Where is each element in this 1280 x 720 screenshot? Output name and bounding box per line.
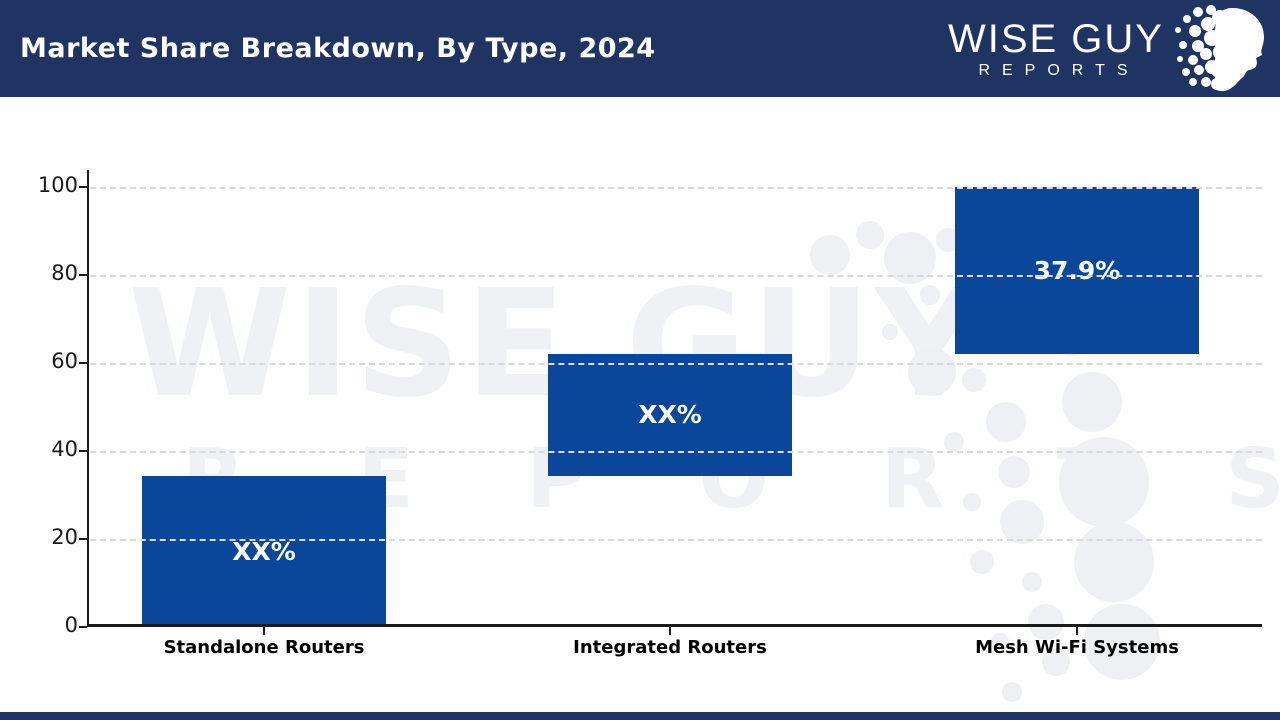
logo-subtitle: REPORTS bbox=[978, 61, 1140, 79]
page-title: Market Share Breakdown, By Type, 2024 bbox=[20, 33, 656, 64]
gridline-80 bbox=[90, 275, 1262, 277]
logo-face-icon bbox=[1175, 4, 1264, 91]
logo-text: WISE GUY REPORTS bbox=[948, 19, 1164, 79]
y-tick-mark-0 bbox=[79, 626, 87, 628]
wise-guy-reports-logo: WISE GUY REPORTS bbox=[948, 4, 1266, 94]
gridline-40 bbox=[90, 451, 1262, 453]
y-tick-label-40: 40 bbox=[51, 437, 78, 461]
bar-mesh-wi-fi-systems: 37.9% bbox=[955, 187, 1199, 354]
bar-standalone-routers: XX% bbox=[142, 476, 386, 627]
bar-value-label: XX% bbox=[232, 537, 296, 567]
chart-area: 0 20 40 60 80 100 XX% XX% 37.9% Standalone Rout… bbox=[0, 97, 1280, 712]
x-tick-mark-2 bbox=[669, 627, 671, 635]
gridline-20 bbox=[90, 539, 1262, 541]
y-tick-mark-20 bbox=[79, 538, 87, 540]
footer-bar bbox=[0, 712, 1280, 720]
y-tick-mark-60 bbox=[79, 362, 87, 364]
y-tick-mark-40 bbox=[79, 450, 87, 452]
y-tick-label-60: 60 bbox=[51, 349, 78, 373]
watermark-face-icon bbox=[810, 221, 1160, 702]
y-tick-label-20: 20 bbox=[51, 525, 78, 549]
y-tick-mark-100 bbox=[79, 186, 87, 188]
gridline-60 bbox=[90, 363, 1262, 365]
category-label-integrated-routers: Integrated Routers bbox=[573, 637, 767, 658]
gridline-100 bbox=[90, 187, 1262, 189]
x-tick-mark-1 bbox=[263, 627, 265, 635]
category-label-mesh-wi-fi-systems: Mesh Wi-Fi Systems bbox=[975, 637, 1179, 658]
y-tick-label-0: 0 bbox=[64, 613, 78, 637]
y-tick-mark-80 bbox=[79, 274, 87, 276]
category-label-standalone-routers: Standalone Routers bbox=[163, 637, 365, 658]
header-bar: Market Share Breakdown, By Type, 2024 WI… bbox=[0, 0, 1280, 97]
y-tick-label-80: 80 bbox=[51, 261, 78, 285]
x-tick-mark-3 bbox=[1076, 627, 1078, 635]
y-axis-line bbox=[87, 170, 89, 627]
bar-integrated-routers: XX% bbox=[548, 353, 792, 477]
x-axis-line bbox=[87, 624, 1262, 627]
bar-value-label: 37.9% bbox=[1033, 255, 1121, 285]
y-tick-label-100: 100 bbox=[37, 173, 78, 197]
bar-value-label: XX% bbox=[638, 400, 702, 430]
logo-wordmark: WISE GUY bbox=[947, 16, 1164, 61]
